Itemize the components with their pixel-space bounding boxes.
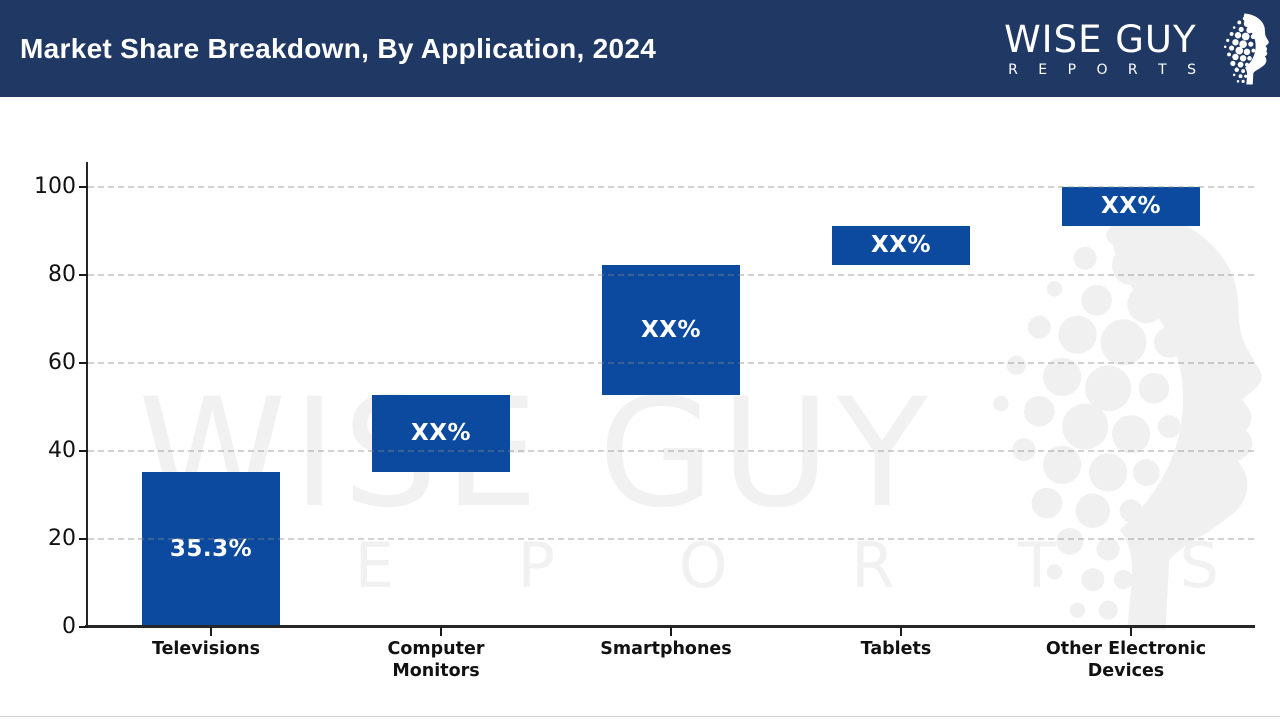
y-tick-label: 80: [48, 262, 76, 287]
x-tick: [900, 627, 902, 636]
y-axis-line: [86, 162, 88, 628]
bar: XX%: [372, 394, 510, 472]
watermark-reports-text: R E P O R T S: [188, 529, 1271, 602]
bar-value-label: XX%: [870, 232, 931, 259]
x-tick: [440, 627, 442, 636]
x-tick-label: Tablets: [860, 639, 932, 659]
bar: XX%: [832, 225, 970, 265]
y-tick: [79, 538, 88, 540]
x-tick: [670, 627, 672, 636]
y-tick: [79, 274, 88, 276]
bar: XX%: [602, 264, 740, 395]
bar-value-label: XX%: [1100, 193, 1161, 220]
y-tick-label: 60: [48, 350, 76, 375]
y-tick: [79, 186, 88, 188]
bar-value-label: XX%: [410, 420, 471, 447]
gridline: [88, 450, 1254, 452]
x-tick-label: Computer Monitors: [387, 639, 485, 681]
y-tick-label: 100: [34, 174, 76, 199]
x-axis-line: [85, 625, 1255, 628]
bar-value-label: XX%: [640, 316, 701, 343]
gridline: [88, 186, 1254, 188]
x-tick-label: Other Electronic Devices: [1045, 639, 1207, 681]
y-tick-label: 40: [48, 438, 76, 463]
logo-text: WISE GUY R E P O R T S: [1004, 21, 1204, 78]
header-bar: Market Share Breakdown, By Application, …: [0, 0, 1280, 97]
y-tick-label: 20: [48, 526, 76, 551]
bar: 35.3%: [142, 471, 280, 627]
gridline: [88, 362, 1254, 364]
x-tick-label: Televisions: [151, 639, 261, 659]
y-tick: [79, 626, 88, 628]
y-tick-label: 0: [62, 614, 76, 639]
logo-subtext: R E P O R T S: [1008, 61, 1204, 78]
logo-wordmark: WISE GUY: [1004, 17, 1197, 61]
bottom-hairline: [0, 716, 1280, 717]
y-tick: [79, 450, 88, 452]
gridline: [88, 538, 1254, 540]
wise-guy-logo: WISE GUY R E P O R T S: [1004, 6, 1270, 92]
x-tick: [1130, 627, 1132, 636]
y-tick: [79, 362, 88, 364]
logo-head-icon: [1206, 10, 1270, 88]
gridline: [88, 274, 1254, 276]
bar-value-label: 35.3%: [169, 536, 253, 563]
x-tick: [210, 627, 212, 636]
bar: XX%: [1062, 187, 1200, 226]
x-tick-label: Smartphones: [600, 639, 732, 659]
page-title: Market Share Breakdown, By Application, …: [20, 32, 657, 64]
